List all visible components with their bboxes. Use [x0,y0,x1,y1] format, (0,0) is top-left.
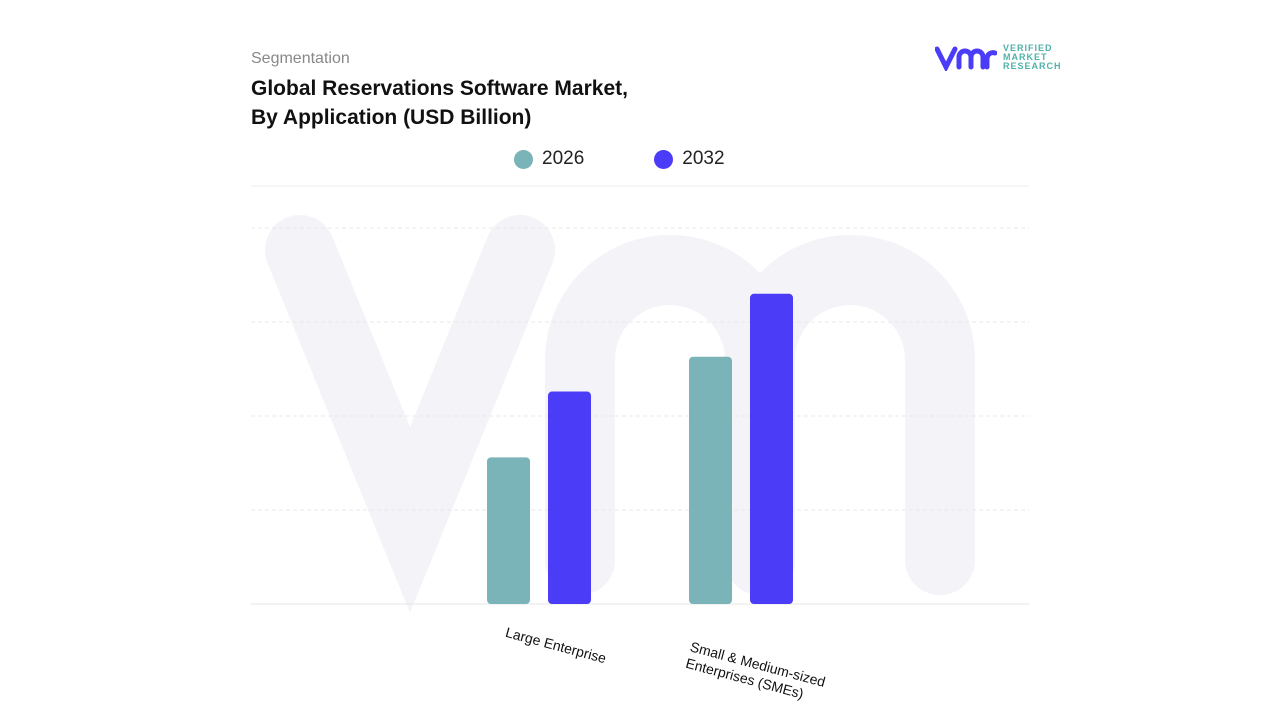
logo-line-2: MARKET [1003,52,1048,62]
bar-2032-large-enterprise [548,391,591,604]
bar-2026-large-enterprise [487,457,530,604]
logo-line-3: RESEARCH [1003,61,1062,71]
legend-label-2032: 2032 [682,148,725,169]
watermark-logo-graphic [265,215,975,613]
legend-item-2026: 2026 [514,148,584,170]
bar-2032-smes [750,293,793,604]
chart-title: Global Reservations Software Market, By … [251,74,671,132]
logo-line-1: VERIFIED [1003,43,1053,53]
legend: 2026 2032 [514,148,725,170]
legend-label-2026: 2026 [542,148,585,169]
legend-item-2032: 2032 [654,148,725,170]
bar-2026-smes [689,356,732,604]
title-line-1: Global Reservations Software Market, [251,77,628,100]
title-line-2: By Application (USD Billion) [251,106,532,129]
vmr-logo: VERIFIED MARKET RESEARCH [935,44,1062,71]
vmr-logo-icon [935,46,997,71]
segment-label: Segmentation [251,50,350,67]
legend-swatch-2032 [654,149,674,169]
legend-swatch-2026 [514,149,533,169]
